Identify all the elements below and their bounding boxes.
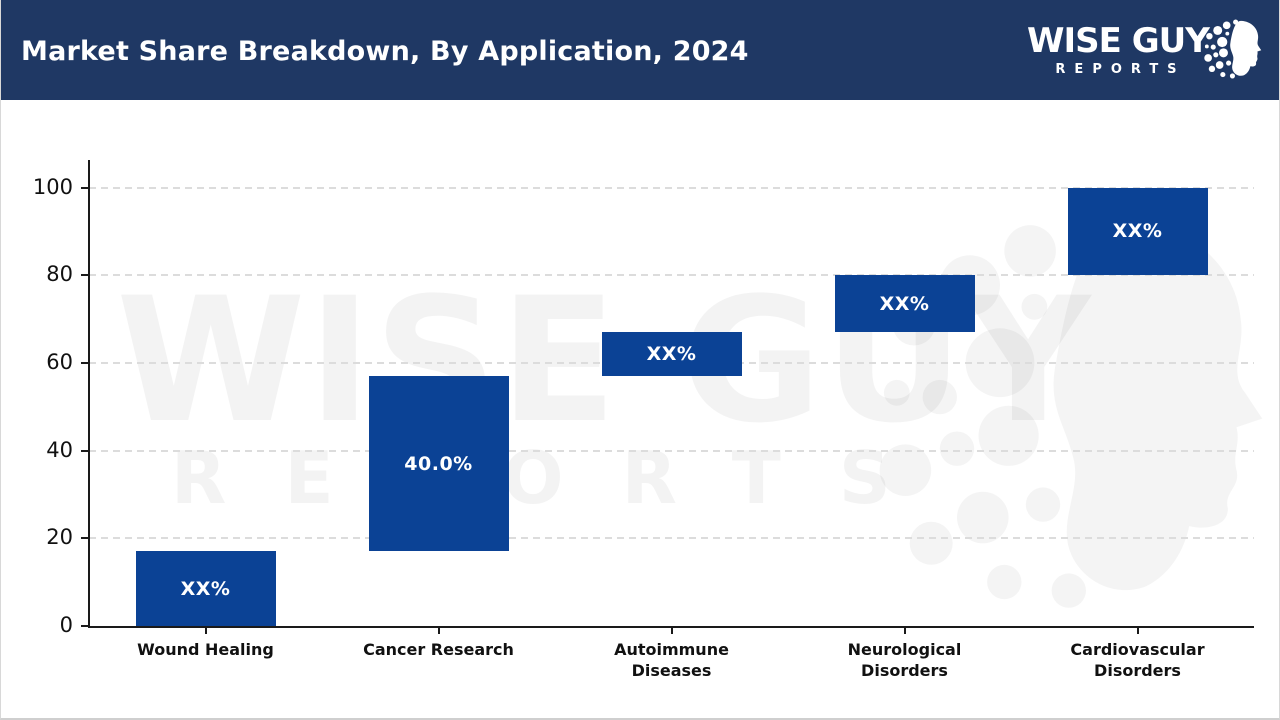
- gridline-y20: [89, 537, 1254, 540]
- y-tick: [81, 361, 89, 364]
- y-axis-label-60: 60: [46, 349, 73, 374]
- bar-value-label: XX%: [646, 343, 697, 366]
- bar-value-label: XX%: [180, 577, 231, 600]
- bar-value-label: XX%: [1112, 220, 1163, 243]
- brand-subtitle: REPORTS: [1055, 62, 1186, 77]
- y-axis-label-0: 0: [59, 613, 73, 637]
- y-tick: [81, 274, 89, 277]
- dotted-head-icon: [1204, 19, 1262, 79]
- brand-logo: WISE GUY REPORTS: [1027, 6, 1267, 94]
- y-tick: [81, 625, 89, 627]
- x-axis-line: [88, 626, 1254, 628]
- x-axis-label-1: Wound Healing: [137, 640, 274, 659]
- x-axis-label-3: Autoimmune Diseases: [614, 640, 729, 680]
- y-tick: [81, 449, 89, 452]
- gridline-y40: [89, 449, 1254, 452]
- x-tick: [1136, 626, 1139, 634]
- bar-value-label: XX%: [879, 292, 930, 315]
- brand-logo-text: WISE GUY REPORTS: [1027, 21, 1210, 77]
- x-tick: [670, 626, 673, 634]
- bar-cancer-research: 40.0%: [368, 376, 509, 552]
- bar-cardiovascular: XX%: [1067, 187, 1208, 276]
- bar-value-label: 40.0%: [404, 452, 473, 475]
- page-title: Market Share Breakdown, By Application, …: [21, 36, 749, 67]
- x-axis-label-2: Cancer Research: [363, 640, 514, 659]
- brand-name: WISE GUY: [1027, 21, 1210, 61]
- y-tick: [81, 186, 89, 189]
- x-axis-label-4: Neurological Disorders: [847, 640, 962, 680]
- header-bar: Market Share Breakdown, By Application, …: [1, 0, 1279, 100]
- bar-wound-healing: XX%: [135, 551, 276, 626]
- gridline-y80: [89, 274, 1254, 277]
- x-tick: [903, 626, 906, 634]
- x-tick: [204, 626, 207, 634]
- y-tick: [81, 537, 89, 540]
- bar-autoimmune: XX%: [601, 332, 742, 377]
- y-axis-label-40: 40: [46, 437, 73, 462]
- x-axis-label-5: Cardiovascular Disorders: [1070, 640, 1205, 680]
- y-axis-label-100: 100: [32, 174, 73, 199]
- x-tick: [437, 626, 440, 634]
- bar-neurological: XX%: [834, 275, 975, 333]
- gridline-y100: [89, 186, 1254, 189]
- y-axis-label-80: 80: [46, 262, 73, 287]
- y-axis-label-20: 20: [46, 525, 73, 550]
- y-axis-line: [88, 160, 90, 628]
- waterfall-chart: XX% Wound Healing 40.0% Cancer Research XX% A…: [1, 100, 1279, 718]
